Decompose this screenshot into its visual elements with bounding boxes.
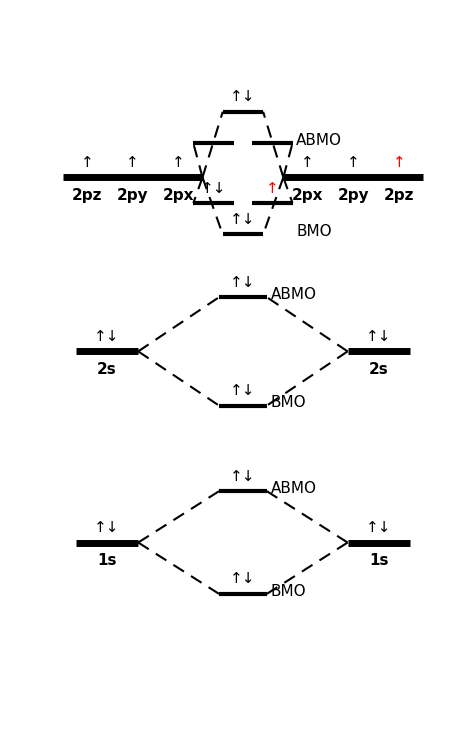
Text: 2px: 2px <box>163 187 194 202</box>
Text: ↑↓: ↑↓ <box>201 181 226 196</box>
Text: ↑: ↑ <box>347 155 359 170</box>
Text: ABMO: ABMO <box>296 133 342 147</box>
Text: 2px: 2px <box>292 187 323 202</box>
Text: ↑: ↑ <box>172 155 185 170</box>
Text: 2pz: 2pz <box>72 187 102 202</box>
Text: ↑↓: ↑↓ <box>366 520 392 535</box>
Text: ↑: ↑ <box>301 155 314 170</box>
Text: ↑↓: ↑↓ <box>230 571 255 586</box>
Text: ↑↓: ↑↓ <box>230 469 255 484</box>
Text: ↑: ↑ <box>81 155 93 170</box>
Text: ↑↓: ↑↓ <box>94 520 120 535</box>
Text: ↑↓: ↑↓ <box>230 383 255 398</box>
Text: 2py: 2py <box>117 187 148 202</box>
Text: BMO: BMO <box>271 583 306 599</box>
Text: 2pz: 2pz <box>384 187 414 202</box>
Text: 1s: 1s <box>369 553 389 568</box>
Text: 2s: 2s <box>97 362 117 376</box>
Text: ↑: ↑ <box>266 181 279 196</box>
Text: ↑↓: ↑↓ <box>94 329 120 344</box>
Text: 2py: 2py <box>337 187 369 202</box>
Text: BMO: BMO <box>296 224 332 239</box>
Text: ↑: ↑ <box>392 155 405 170</box>
Text: ↑↓: ↑↓ <box>230 90 255 104</box>
Text: BMO: BMO <box>271 395 306 411</box>
Text: ↑↓: ↑↓ <box>366 329 392 344</box>
Text: ABMO: ABMO <box>271 287 317 302</box>
Text: ↑: ↑ <box>127 155 139 170</box>
Text: ↑↓: ↑↓ <box>230 212 255 227</box>
Text: 2s: 2s <box>369 362 389 376</box>
Text: ABMO: ABMO <box>271 481 317 496</box>
Text: 1s: 1s <box>97 553 117 568</box>
Text: ↑↓: ↑↓ <box>230 275 255 290</box>
